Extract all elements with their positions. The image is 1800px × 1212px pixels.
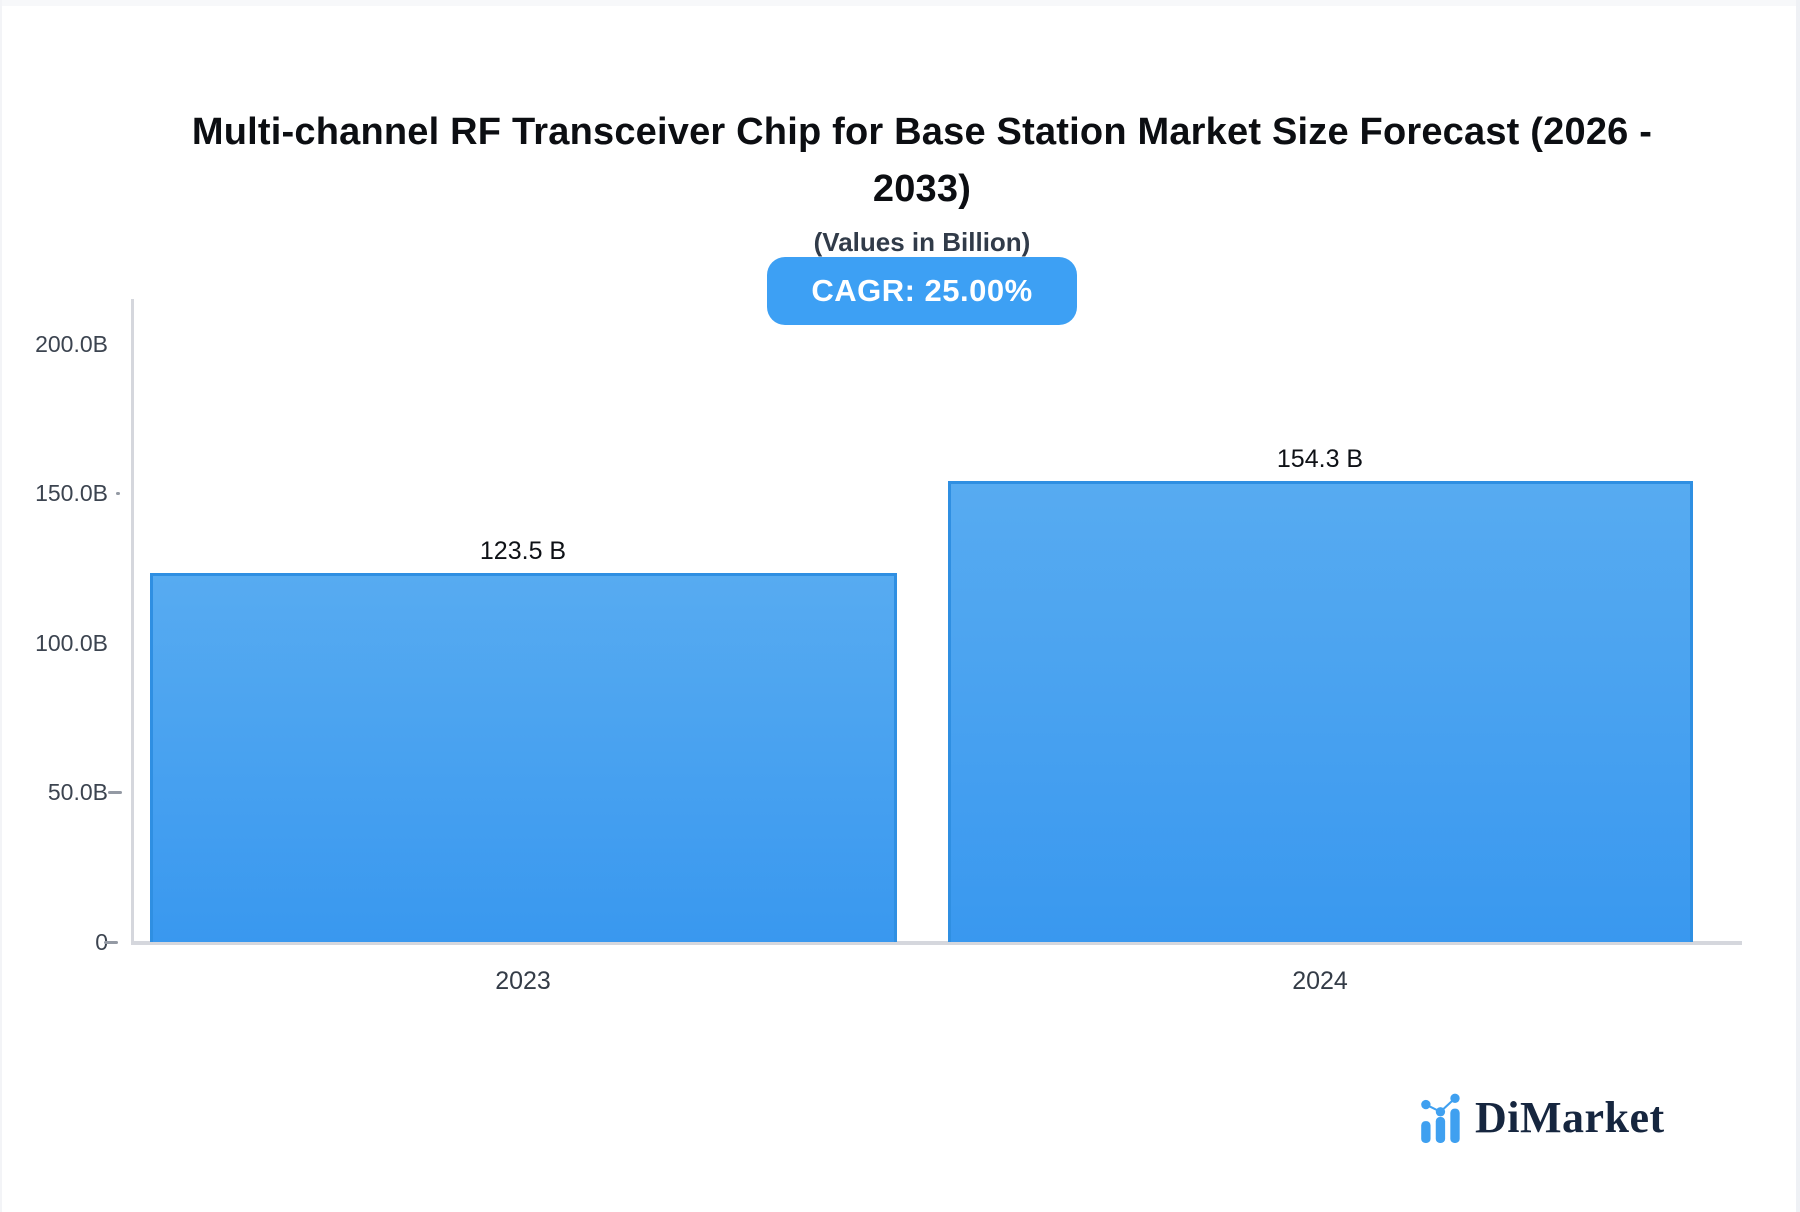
x-tick-label-2023: 2023 bbox=[495, 967, 551, 995]
chart-subtitle: (Values in Billion) bbox=[813, 227, 1031, 257]
y-tick-label-50: 50.0B bbox=[47, 779, 108, 805]
y-tick-label-0: 0 bbox=[95, 929, 108, 955]
y-tick-label-100: 100.0B bbox=[35, 630, 108, 656]
chart-title-line2: 2033) bbox=[872, 168, 972, 210]
y-tick-mark-50 bbox=[108, 791, 122, 794]
page-top-frame bbox=[0, 0, 1800, 6]
cagr-badge: CAGR: 25.00% bbox=[767, 257, 1077, 325]
bar-2023[interactable] bbox=[150, 573, 897, 942]
bar-value-label-2023: 123.5 B bbox=[479, 537, 567, 565]
x-tick-label-2024: 2024 bbox=[1292, 967, 1348, 995]
page-right-frame bbox=[1796, 0, 1800, 1212]
bar-chart-logo-icon bbox=[1421, 1093, 1460, 1143]
x-axis-line bbox=[131, 941, 1742, 945]
bar-2024[interactable] bbox=[948, 481, 1693, 942]
bar-value-label-2024: 154.3 B bbox=[1276, 445, 1364, 473]
y-tick-label-200: 200.0B bbox=[35, 331, 108, 357]
y-tick-mark-150 bbox=[116, 492, 120, 495]
brand-logo: DiMarket bbox=[1421, 1091, 1665, 1143]
page-left-frame bbox=[0, 0, 2, 1212]
y-axis-line bbox=[131, 299, 134, 945]
chart-header: Multi-channel RF Transceiver Chip for Ba… bbox=[132, 104, 1712, 325]
y-tick-mark-0 bbox=[104, 941, 118, 944]
chart-title-line1: Multi-channel RF Transceiver Chip for Ba… bbox=[191, 111, 1653, 153]
y-tick-label-150: 150.0B bbox=[35, 480, 108, 506]
brand-name: DiMarket bbox=[1475, 1093, 1665, 1142]
